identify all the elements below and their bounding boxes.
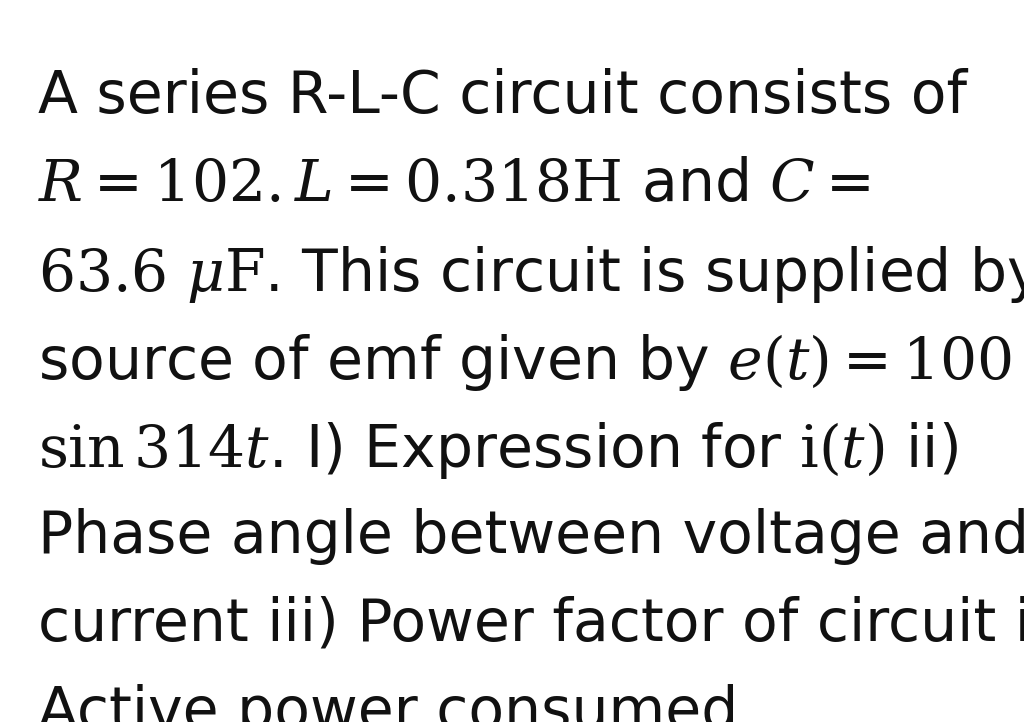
- Text: source of emf given by $e(t) = 100$: source of emf given by $e(t) = 100$: [38, 332, 1012, 393]
- Text: Phase angle between voltage and: Phase angle between voltage and: [38, 508, 1024, 565]
- Text: $63.6\ \mu\mathrm{F}$. This circuit is supplied by: $63.6\ \mu\mathrm{F}$. This circuit is s…: [38, 244, 1024, 305]
- Text: $R = 102.L = 0.318\mathrm{H}$ and $C =$: $R = 102.L = 0.318\mathrm{H}$ and $C =$: [38, 156, 870, 213]
- Text: current iii) Power factor of circuit iv): current iii) Power factor of circuit iv): [38, 596, 1024, 653]
- Text: A series R-L-C circuit consists of: A series R-L-C circuit consists of: [38, 68, 967, 125]
- Text: $\sin 314t$. I) Expression for $\mathrm{i}(t)$ ii): $\sin 314t$. I) Expression for $\mathrm{…: [38, 420, 958, 481]
- Text: Active power consumed: Active power consumed: [38, 684, 738, 722]
